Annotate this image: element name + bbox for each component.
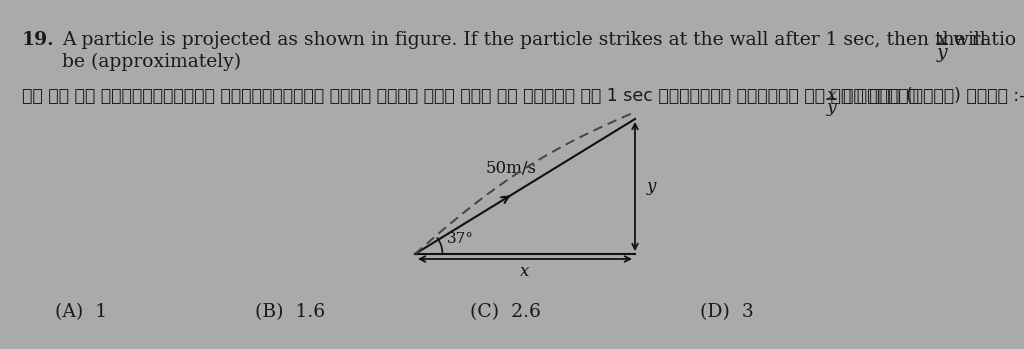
Text: (D)  3: (D) 3	[700, 303, 754, 321]
Text: x: x	[520, 263, 529, 281]
Text: का मान (लगभग) होगा :-: का मान (लगभग) होगा :-	[843, 87, 1024, 105]
Text: y: y	[647, 178, 656, 195]
Text: x: x	[937, 31, 947, 49]
Text: (A)  1: (A) 1	[55, 303, 108, 321]
Text: will: will	[953, 31, 987, 49]
Text: x: x	[827, 87, 837, 104]
Text: एक कण को चित्रानुसार प्रक्षेपित किया जाता है। यदि कण दीवार से 1 sec पश्चात् टकरा: एक कण को चित्रानुसार प्रक्षेपित किया जात…	[22, 87, 919, 105]
Text: y: y	[937, 44, 947, 62]
Text: 50m/s: 50m/s	[485, 160, 537, 177]
Text: y: y	[827, 99, 837, 116]
Text: 37°: 37°	[447, 232, 474, 246]
Text: A particle is projected as shown in figure. If the particle strikes at the wall : A particle is projected as shown in figu…	[62, 31, 1016, 49]
Text: (C)  2.6: (C) 2.6	[470, 303, 541, 321]
Text: 19.: 19.	[22, 31, 54, 49]
Text: be (approximately): be (approximately)	[62, 53, 241, 71]
Text: (B)  1.6: (B) 1.6	[255, 303, 326, 321]
